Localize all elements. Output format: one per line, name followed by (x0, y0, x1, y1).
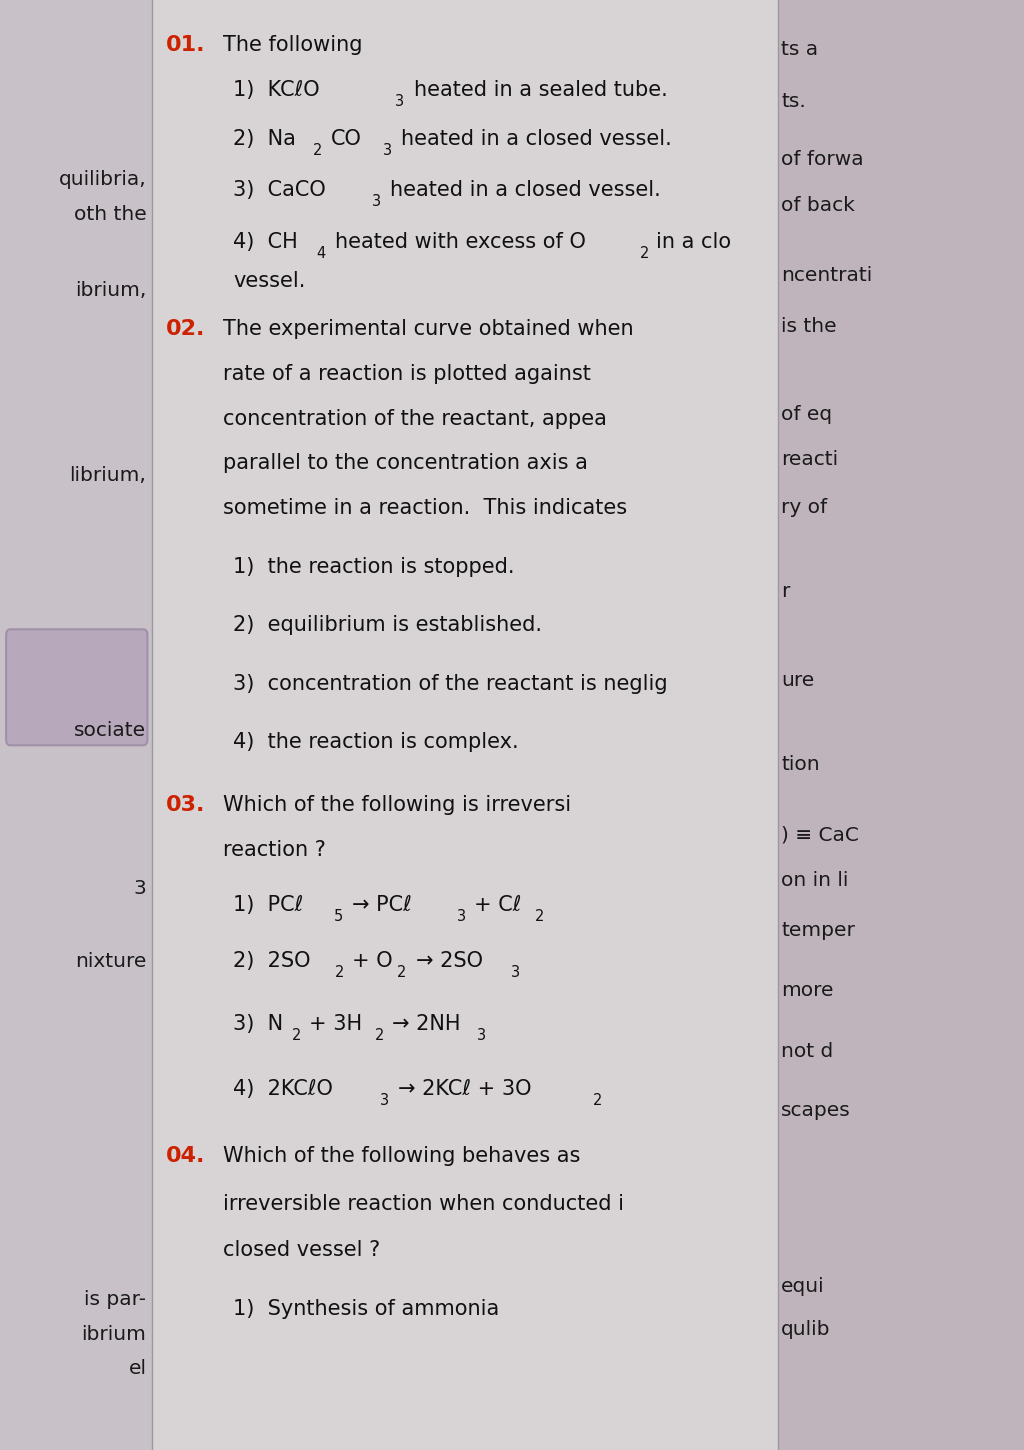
FancyBboxPatch shape (6, 629, 147, 745)
Text: on in li: on in li (781, 870, 849, 890)
Text: ibrium,: ibrium, (75, 280, 146, 300)
Bar (778, 0, 1024, 1450)
Text: r: r (781, 581, 790, 602)
Text: 3)  concentration of the reactant is neglig: 3) concentration of the reactant is negl… (233, 674, 668, 695)
Text: reaction ?: reaction ? (223, 840, 326, 860)
Text: 2: 2 (535, 909, 544, 924)
Text: + O: + O (352, 951, 393, 972)
Text: ncentrati: ncentrati (781, 265, 872, 286)
Text: 2: 2 (640, 247, 649, 261)
Text: quilibria,: quilibria, (58, 170, 146, 190)
Text: in a clo: in a clo (656, 232, 731, 252)
Text: vessel.: vessel. (233, 271, 306, 291)
Text: ry of: ry of (781, 497, 827, 518)
Text: 2: 2 (375, 1028, 384, 1043)
Text: 3: 3 (383, 144, 392, 158)
Text: sometime in a reaction.  This indicates: sometime in a reaction. This indicates (223, 497, 628, 518)
Text: + Cℓ: + Cℓ (474, 895, 521, 915)
Text: The following: The following (223, 35, 362, 55)
Text: closed vessel ?: closed vessel ? (223, 1240, 381, 1260)
Text: 1)  KCℓO: 1) KCℓO (233, 80, 321, 100)
Text: 4: 4 (316, 247, 326, 261)
Text: temper: temper (781, 921, 855, 941)
Text: heated in a sealed tube.: heated in a sealed tube. (414, 80, 668, 100)
Text: sociate: sociate (75, 721, 146, 741)
Text: 2)  Na: 2) Na (233, 129, 296, 149)
Text: 2)  equilibrium is established.: 2) equilibrium is established. (233, 615, 543, 635)
Text: 01.: 01. (166, 35, 206, 55)
Text: 03.: 03. (166, 795, 205, 815)
Text: nixture: nixture (75, 951, 146, 972)
Text: rate of a reaction is plotted against: rate of a reaction is plotted against (223, 364, 591, 384)
Text: 3: 3 (134, 879, 146, 899)
Text: tion: tion (781, 754, 820, 774)
Text: 5: 5 (334, 909, 343, 924)
Text: → PCℓ: → PCℓ (352, 895, 412, 915)
Text: 3: 3 (457, 909, 466, 924)
Text: of back: of back (781, 196, 855, 216)
Text: of forwa: of forwa (781, 149, 864, 170)
Text: 3)  N: 3) N (233, 1014, 284, 1034)
Text: 2: 2 (292, 1028, 301, 1043)
Bar (0, 0, 152, 1450)
Text: 2)  2SO: 2) 2SO (233, 951, 311, 972)
Text: → 2KCℓ + 3O: → 2KCℓ + 3O (398, 1079, 531, 1099)
Text: irreversible reaction when conducted i: irreversible reaction when conducted i (223, 1193, 625, 1214)
Text: 02.: 02. (166, 319, 205, 339)
Text: not d: not d (781, 1041, 834, 1061)
Text: heated in a closed vessel.: heated in a closed vessel. (390, 180, 660, 200)
Text: Which of the following behaves as: Which of the following behaves as (223, 1146, 581, 1166)
Text: reacti: reacti (781, 450, 839, 470)
Text: 1)  PCℓ: 1) PCℓ (233, 895, 304, 915)
Text: heated in a closed vessel.: heated in a closed vessel. (401, 129, 672, 149)
Text: 4)  CH: 4) CH (233, 232, 298, 252)
Text: The experimental curve obtained when: The experimental curve obtained when (223, 319, 634, 339)
Text: 4)  2KCℓO: 4) 2KCℓO (233, 1079, 334, 1099)
Text: 4)  the reaction is complex.: 4) the reaction is complex. (233, 732, 519, 753)
Text: 2: 2 (335, 966, 344, 980)
Text: oth the: oth the (74, 204, 146, 225)
Text: librium,: librium, (70, 465, 146, 486)
Text: ibrium: ibrium (82, 1324, 146, 1344)
Text: parallel to the concentration axis a: parallel to the concentration axis a (223, 452, 588, 473)
Text: 3: 3 (395, 94, 404, 109)
Text: of eq: of eq (781, 405, 833, 425)
Text: is par-: is par- (84, 1289, 146, 1309)
Text: 04.: 04. (166, 1146, 205, 1166)
Text: 3: 3 (380, 1093, 389, 1108)
Text: 2: 2 (593, 1093, 602, 1108)
Text: 2: 2 (313, 144, 323, 158)
Text: Which of the following is irreversi: Which of the following is irreversi (223, 795, 571, 815)
Text: 1)  the reaction is stopped.: 1) the reaction is stopped. (233, 557, 515, 577)
Text: heated with excess of O: heated with excess of O (335, 232, 586, 252)
Text: ure: ure (781, 670, 814, 690)
Text: ) ≡ CaC: ) ≡ CaC (781, 825, 859, 845)
Text: scapes: scapes (781, 1101, 851, 1121)
Text: 2: 2 (397, 966, 407, 980)
Text: el: el (128, 1359, 146, 1379)
Text: 3: 3 (477, 1028, 486, 1043)
Text: concentration of the reactant, appea: concentration of the reactant, appea (223, 409, 607, 429)
Text: → 2NH: → 2NH (392, 1014, 461, 1034)
Text: 1)  Synthesis of ammonia: 1) Synthesis of ammonia (233, 1299, 500, 1320)
Text: more: more (781, 980, 834, 1000)
Text: ts a: ts a (781, 39, 818, 59)
Text: 3: 3 (372, 194, 381, 209)
Text: ts.: ts. (781, 91, 806, 112)
Text: 3)  CaCO: 3) CaCO (233, 180, 327, 200)
Text: qulib: qulib (781, 1320, 830, 1340)
Text: → 2SO: → 2SO (416, 951, 482, 972)
Text: 3: 3 (511, 966, 520, 980)
Text: is the: is the (781, 316, 837, 336)
Text: equi: equi (781, 1276, 825, 1296)
Text: CO: CO (331, 129, 361, 149)
Text: + 3H: + 3H (309, 1014, 362, 1034)
